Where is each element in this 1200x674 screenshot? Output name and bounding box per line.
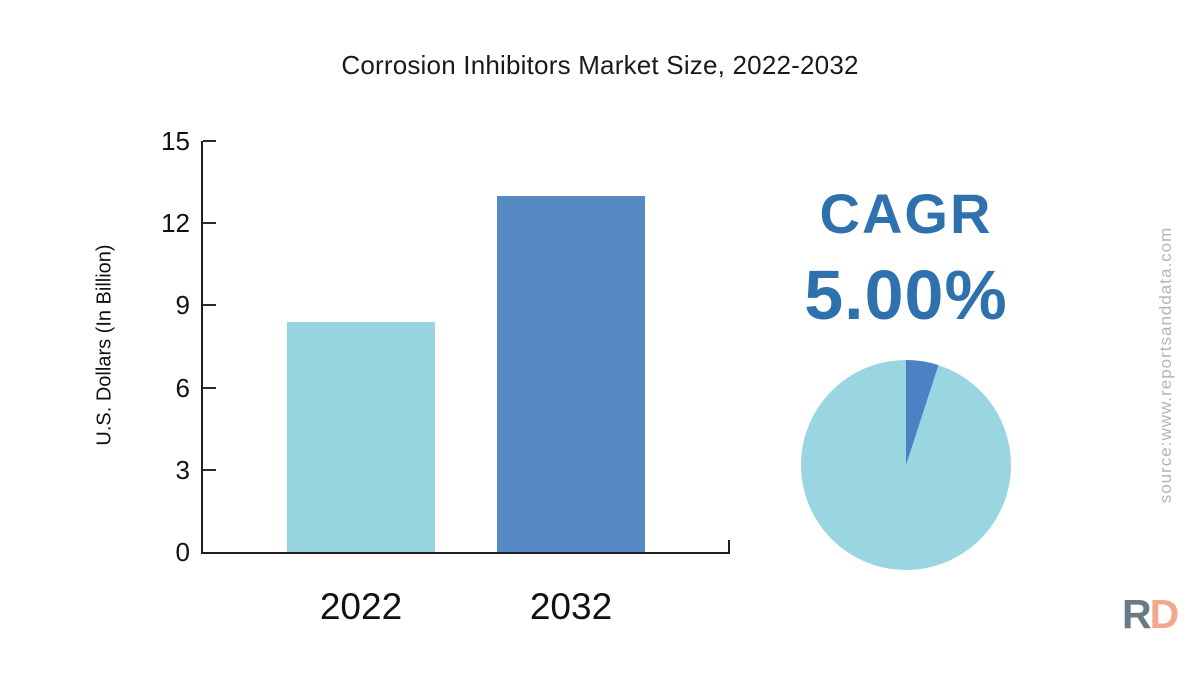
brand-logo: R D <box>1122 591 1180 637</box>
y-tick-label: 6 <box>175 372 190 403</box>
source-watermark: source:www.reportsanddata.com <box>1156 226 1175 504</box>
y-axis-label: U.S. Dollars (In Billion) <box>93 244 116 446</box>
y-tick-label: 15 <box>161 126 190 156</box>
chart-title: Corrosion Inhibitors Market Size, 2022-2… <box>341 50 859 80</box>
x-tick-label: 2022 <box>319 586 403 627</box>
logo-letter-d: D <box>1149 591 1180 637</box>
bar-2022 <box>287 322 435 552</box>
y-tick-label: 12 <box>161 208 190 239</box>
cagr-label: CAGR <box>819 182 993 245</box>
y-tick-label: 0 <box>175 537 190 567</box>
y-tick-label: 9 <box>175 290 190 321</box>
cagr-value: 5.00% <box>804 256 1008 334</box>
logo-letter-r: R <box>1122 591 1152 637</box>
y-tick-mark <box>203 222 216 225</box>
bar-2032 <box>497 196 645 552</box>
y-tick-mark <box>203 140 216 142</box>
x-tick-label: 2032 <box>529 586 613 627</box>
pie-chart <box>801 360 1011 570</box>
pie-cagr-slice <box>906 360 939 465</box>
y-tick-mark <box>203 304 216 307</box>
y-tick-mark <box>203 386 216 389</box>
y-tick-label: 3 <box>175 454 190 485</box>
y-tick-mark <box>203 468 216 471</box>
plot-area: 0 3 6 9 12 15 2022 2032 <box>161 128 730 627</box>
